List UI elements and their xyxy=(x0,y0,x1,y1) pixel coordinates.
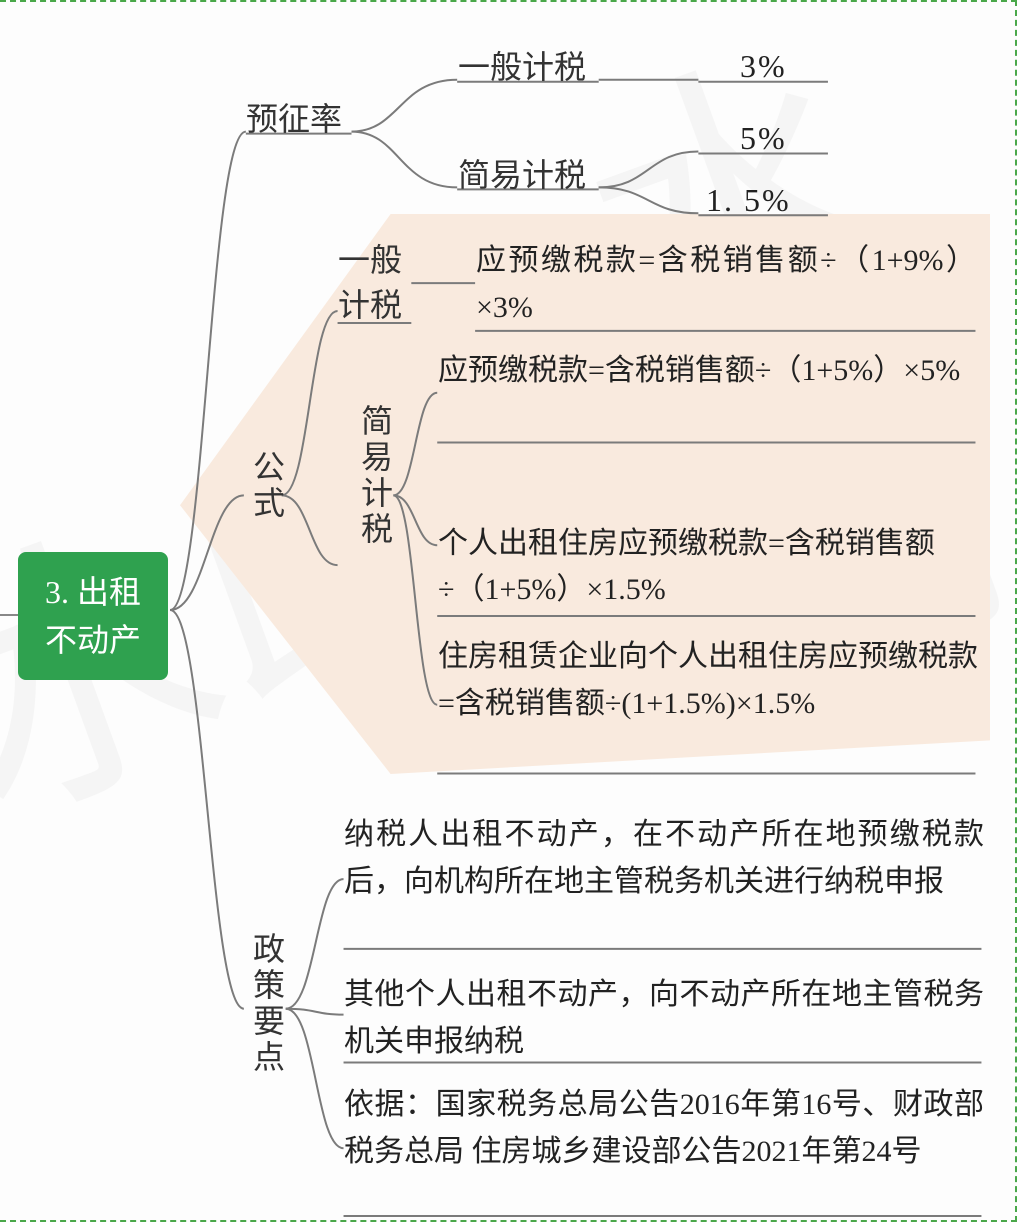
rate-general-label: 一般计税 xyxy=(458,42,586,88)
root-label-line1: 3. 出租 不动产 xyxy=(45,574,141,658)
branch-policy-label: 政策要点 xyxy=(249,932,285,1076)
branch-formula-label: 公式 xyxy=(249,450,285,522)
policy-item-0: 纳税人出租不动产，在不动产所在地预缴税款后，向机构所在地主管税务机关进行纳税申报 xyxy=(344,812,984,905)
formula-simple-item-0: 应预缴税款=含税销售额÷（1+5%）×5% xyxy=(438,348,978,395)
formula-simple-label: 简易计税 xyxy=(352,404,398,548)
mindmap-canvas: 3. 出租 不动产 预征率 公式 政策要点 一般计税 3% 简易计税 5% 1.… xyxy=(0,0,1017,1222)
policy-item-1: 其他个人出租不动产，向不动产所在地主管税务机关申报纳税 xyxy=(344,972,984,1065)
policy-item-2: 依据：国家税务总局公告2016年第16号、财政部 税务总局 住房城乡建设部公告2… xyxy=(344,1082,984,1175)
root-stub xyxy=(0,614,20,616)
branch-formula: 公式 xyxy=(244,450,290,522)
branch-rate-label: 预征率 xyxy=(246,101,342,137)
rate-simple-value-1: 1. 5% xyxy=(706,176,791,226)
rate-simple-value-0: 5% xyxy=(740,114,787,164)
rate-general-value: 3% xyxy=(740,42,787,92)
formula-simple-item-1: 个人出租住房应预缴税款=含税销售额 ÷（1+5%）×1.5% xyxy=(438,474,978,614)
formula-general-text: 应预缴税款=含税销售额÷（1+9%）×3% xyxy=(476,238,976,331)
branch-policy: 政策要点 xyxy=(244,932,290,1076)
formula-simple-item-2: 住房租赁企业向个人出租住房应预缴税款=含税销售额÷(1+1.5%)×1.5% xyxy=(438,634,978,727)
branch-rate: 预征率 xyxy=(246,94,342,140)
formula-general-label: 一般 计税 xyxy=(338,238,402,328)
rate-simple-label: 简易计税 xyxy=(458,150,586,196)
root-node: 3. 出租 不动产 xyxy=(18,552,168,680)
